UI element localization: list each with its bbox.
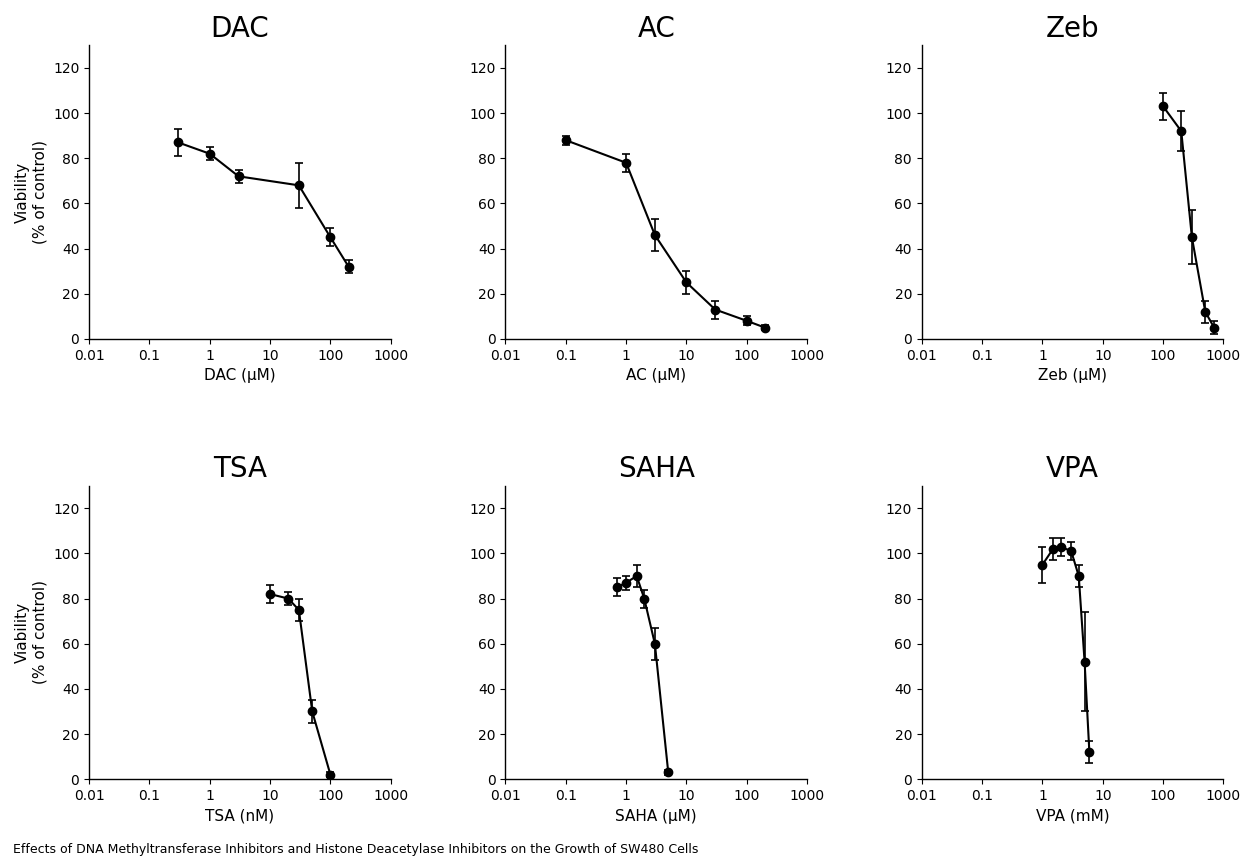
Y-axis label: Viability
(% of control): Viability (% of control) [15, 140, 48, 244]
X-axis label: VPA (mM): VPA (mM) [1036, 808, 1109, 824]
X-axis label: SAHA (μM): SAHA (μM) [615, 808, 697, 824]
X-axis label: Zeb (μM): Zeb (μM) [1039, 368, 1107, 384]
Title: Zeb: Zeb [1046, 15, 1099, 43]
Y-axis label: Viability
(% of control): Viability (% of control) [15, 580, 48, 685]
Title: AC: AC [637, 15, 676, 43]
Title: DAC: DAC [211, 15, 269, 43]
Title: SAHA: SAHA [618, 455, 695, 483]
X-axis label: AC (μM): AC (μM) [627, 368, 686, 384]
Text: Effects of DNA Methyltransferase Inhibitors and Histone Deacetylase Inhibitors o: Effects of DNA Methyltransferase Inhibit… [13, 843, 698, 856]
X-axis label: TSA (nM): TSA (nM) [205, 808, 275, 824]
X-axis label: DAC (μM): DAC (μM) [203, 368, 276, 384]
Title: TSA: TSA [214, 455, 268, 483]
Title: VPA: VPA [1046, 455, 1099, 483]
